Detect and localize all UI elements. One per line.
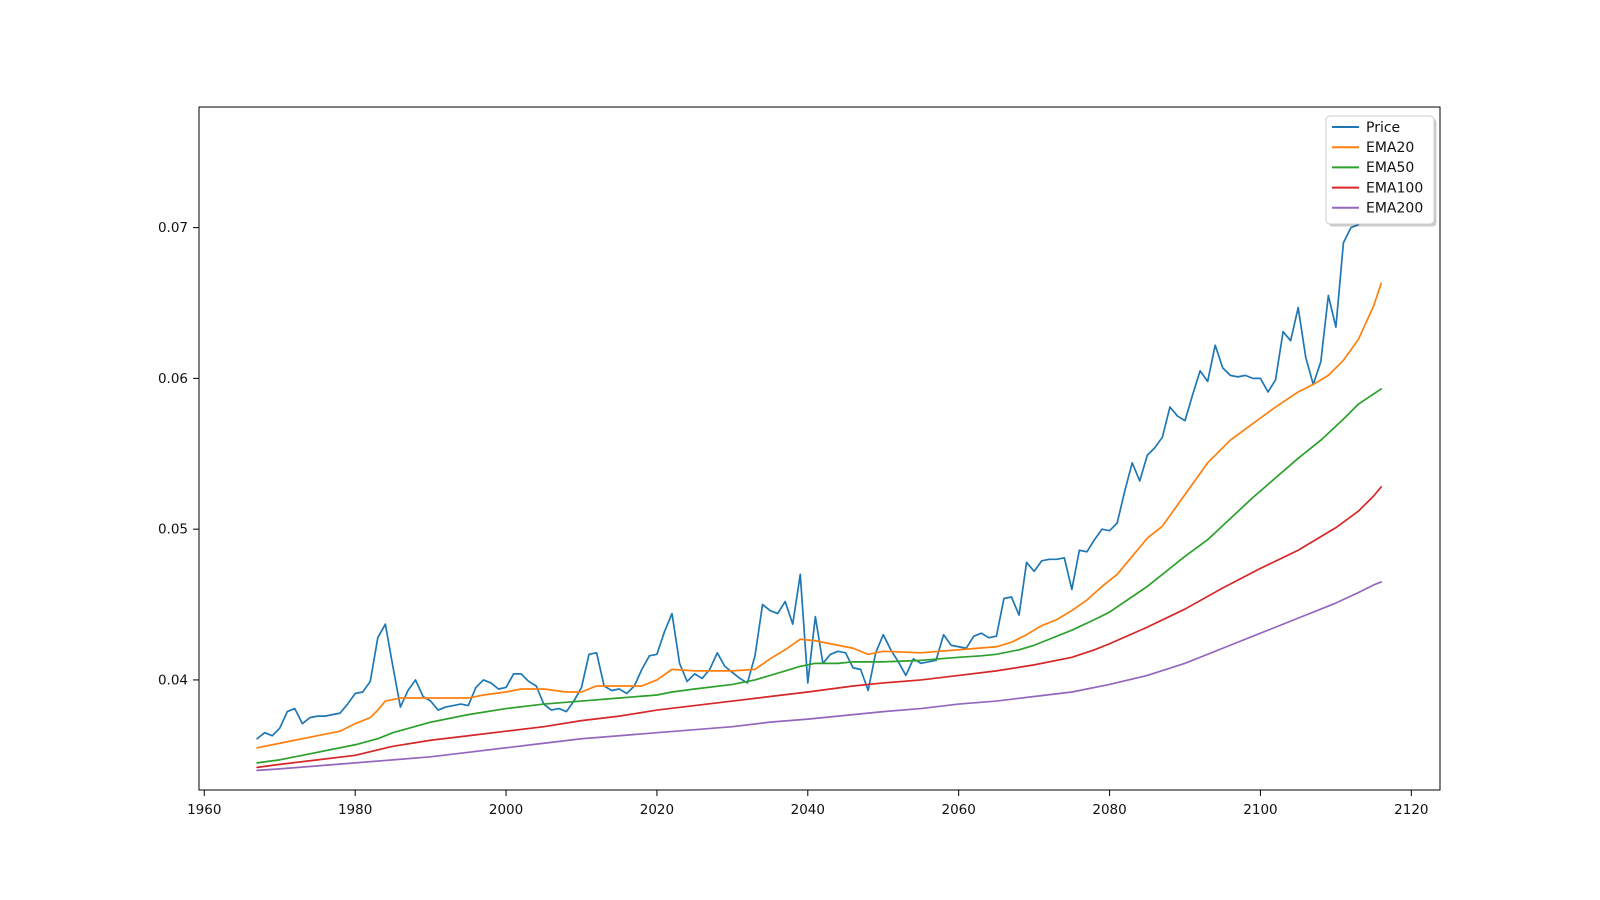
legend-item-ema20: EMA20	[1366, 140, 1414, 156]
series-line-ema20	[256, 282, 1383, 749]
x-tick-label: 1960	[187, 802, 221, 818]
x-tick-label: 1980	[338, 802, 372, 818]
x-tick-label: 2100	[1243, 802, 1277, 818]
legend-item-price: Price	[1366, 120, 1400, 136]
x-tick-label: 2060	[942, 802, 976, 818]
legend-box	[1325, 115, 1435, 225]
series-line-price	[256, 139, 1383, 740]
axes-spines	[198, 106, 1441, 791]
y-tick-label: 0.06	[158, 371, 188, 387]
y-tick-label: 0.04	[158, 672, 188, 688]
legend-item-ema200: EMA200	[1366, 201, 1423, 217]
y-tick-label: 0.07	[158, 220, 188, 236]
y-tick-label: 0.05	[158, 522, 188, 538]
series-line-ema200	[256, 581, 1383, 772]
x-tick-label: 2080	[1092, 802, 1126, 818]
series-line-ema100	[256, 486, 1383, 769]
plot-area	[199, 107, 1440, 790]
x-tick-label: 2020	[640, 802, 674, 818]
legend-item-ema50: EMA50	[1366, 160, 1414, 176]
x-tick-label: 2120	[1394, 802, 1428, 818]
legend-item-ema100: EMA100	[1366, 180, 1423, 196]
x-tick-label: 2000	[489, 802, 523, 818]
x-tick-label: 2040	[791, 802, 825, 818]
series-line-ema50	[256, 388, 1383, 764]
